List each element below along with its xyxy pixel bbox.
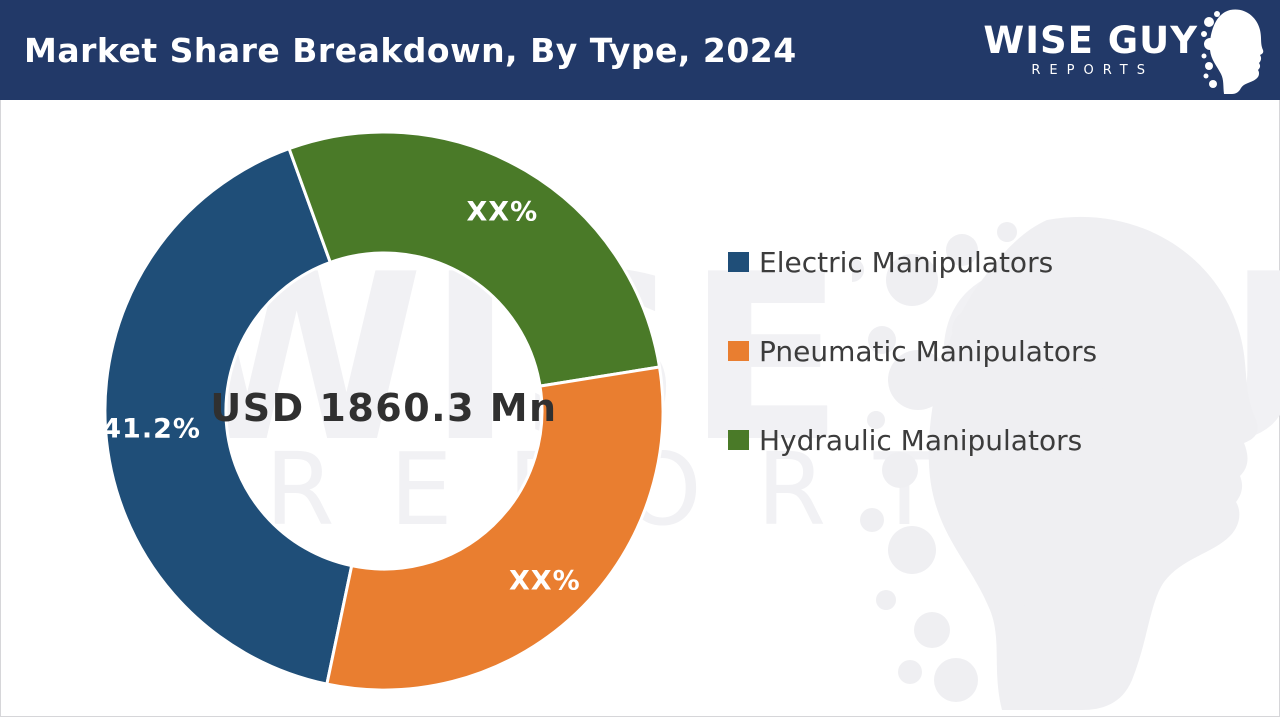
donut-segment-hydraulic-manipulators	[287, 130, 661, 388]
logo-face-icon	[1201, 9, 1264, 94]
slice-label-electric-manipulators: 41.2%	[102, 413, 201, 444]
donut-segment-electric-manipulators	[103, 147, 354, 686]
watermark-face-logo	[852, 216, 1258, 710]
legend-label-hydraulic: Hydraulic Manipulators	[759, 423, 1083, 457]
legend-swatch-electric	[728, 252, 749, 272]
chart-legend: Electric Manipulators Pneumatic Manipula…	[728, 245, 1098, 515]
slice-label-hydraulic-manipulators: XX%	[466, 196, 538, 227]
legend-item-hydraulic-manipulators: Hydraulic Manipulators	[728, 423, 1097, 457]
logo-reports-text: REPORTS	[1031, 63, 1154, 78]
legend-item-electric-manipulators: Electric Manipulators	[728, 245, 1097, 279]
legend-item-pneumatic-manipulators: Pneumatic Manipulators	[728, 334, 1098, 368]
donut-center-value: USD 1860.3 Mn	[210, 386, 558, 430]
legend-label-electric: Electric Manipulators	[759, 245, 1054, 279]
slice-label-pneumatic-manipulators: XX%	[509, 566, 581, 597]
wise-guy-reports-logo: WISE GUY REPORTS	[983, 0, 1264, 100]
page-title: Market Share Breakdown, By Type, 2024	[24, 30, 797, 70]
header-bar: Market Share Breakdown, By Type, 2024 WI…	[0, 0, 1280, 100]
logo-wiseguy-text: WISE GUY	[983, 19, 1198, 62]
legend-swatch-hydraulic	[728, 430, 749, 450]
donut-segment-pneumatic-manipulators	[325, 365, 665, 692]
legend-label-pneumatic: Pneumatic Manipulators	[759, 334, 1098, 368]
legend-swatch-pneumatic	[728, 341, 749, 361]
